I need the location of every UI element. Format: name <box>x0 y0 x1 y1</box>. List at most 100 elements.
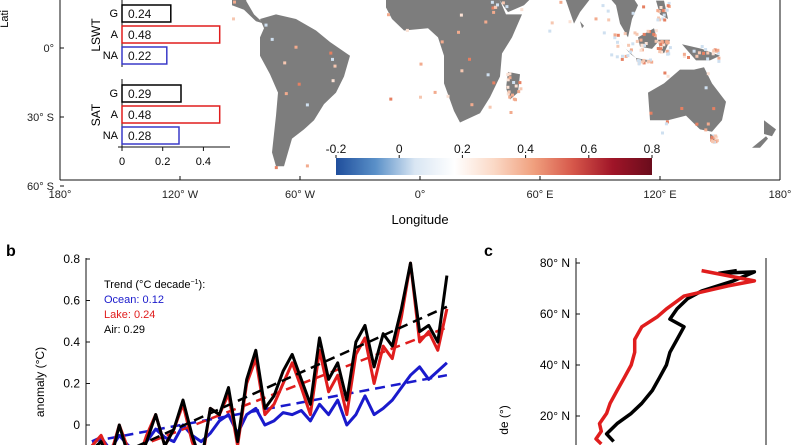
inset-category-label: A <box>111 109 119 121</box>
land-shape-17 <box>580 21 584 29</box>
map-x-ticks: 180° 120° W 60° W 0° 60° E 120° E 180° <box>49 176 792 201</box>
warm-dot <box>506 92 510 96</box>
warm-dot <box>712 49 716 53</box>
panel-b-y-tick-label: 0.4 <box>63 335 80 349</box>
warm-dot <box>713 136 717 140</box>
warm-dot <box>284 92 288 96</box>
warm-dot <box>602 31 606 35</box>
warm-dot <box>490 0 494 4</box>
warm-dot <box>702 51 705 55</box>
warm-dot <box>616 44 620 48</box>
warm-dot <box>714 134 718 138</box>
warm-dot <box>601 4 605 8</box>
warm-dot <box>514 98 517 102</box>
colorbar-tick-label: 0.4 <box>517 142 534 156</box>
warm-dot <box>656 9 660 13</box>
warm-dot <box>654 29 658 33</box>
inset-bar-charts: LSWT G 0.24 A 0.48 NA 0.22 SAT G 0.29 A 0.48 NA 0.28 0… <box>66 0 232 168</box>
warm-dot <box>501 1 505 5</box>
warm-dot <box>493 5 497 9</box>
warm-dot <box>704 48 708 51</box>
land-shape-2 <box>260 14 350 167</box>
land-shape-0 <box>219 0 264 24</box>
warm-dot <box>659 47 663 51</box>
warm-dot <box>714 140 718 144</box>
warm-dot <box>508 72 512 76</box>
warm-dot <box>294 45 298 49</box>
inset-bar <box>121 105 221 124</box>
warm-dot <box>305 164 309 168</box>
panel-c-y-tick-label: 20° N <box>540 409 570 423</box>
warm-dot <box>716 48 720 52</box>
warm-dot <box>616 33 620 37</box>
warm-dot <box>486 73 490 77</box>
warm-dot <box>419 62 423 66</box>
legend-air: Air: 0.29 <box>104 324 145 336</box>
warm-dot <box>641 60 645 64</box>
inset-bar <box>121 84 182 103</box>
panel-b-y-tick-label: 0.6 <box>63 294 80 308</box>
warm-dot <box>653 34 657 38</box>
warm-dot <box>656 18 660 22</box>
warm-dot <box>663 71 667 75</box>
warm-dot <box>440 40 444 44</box>
warm-dot <box>331 79 335 83</box>
warm-dot <box>621 54 624 58</box>
warm-dot <box>660 40 664 43</box>
warm-dot <box>506 85 510 89</box>
warm-dot <box>624 54 628 58</box>
legend-lake: Lake: 0.24 <box>104 309 155 321</box>
warm-dot <box>264 23 268 27</box>
warm-dot <box>637 62 641 66</box>
map-y-ticks: 0° 30° S 60° S <box>27 43 64 193</box>
panel-b-line-air <box>95 261 449 445</box>
warm-dot <box>446 94 450 98</box>
warm-dot <box>468 57 471 61</box>
warm-dot <box>704 128 708 132</box>
warm-dot <box>697 51 701 55</box>
warm-dot <box>692 49 696 53</box>
warm-dot <box>496 3 499 7</box>
map-x-tick-label: 180° <box>769 189 792 201</box>
warm-dot <box>649 58 652 62</box>
inset-group-label: SAT <box>89 103 103 126</box>
warm-dot <box>548 29 552 33</box>
warm-dot <box>682 54 686 58</box>
warm-dot <box>519 87 523 91</box>
warm-dot <box>509 111 513 114</box>
map-y-tick-label: 0° <box>43 43 54 55</box>
warm-dot <box>333 64 337 68</box>
warm-dot <box>331 57 334 61</box>
inset-x-tick-label: 0 <box>119 156 125 168</box>
warm-dot <box>717 59 721 63</box>
warm-dot <box>517 90 521 94</box>
inset-category-label: NA <box>103 50 119 62</box>
warm-dot <box>457 30 460 34</box>
warm-dot <box>635 32 639 36</box>
warm-dot <box>508 95 512 99</box>
warm-dot <box>594 17 598 21</box>
warm-dot <box>274 166 278 170</box>
warm-dot <box>659 6 663 9</box>
panel-c-y-ticks: 80° N 60° N 40° N 20° N <box>540 256 580 423</box>
warm-dot <box>649 111 653 115</box>
colorbar-tick-label: 0 <box>396 142 403 156</box>
warm-dot <box>505 5 509 9</box>
inset-bar <box>121 25 221 44</box>
panel-b: b anomaly (°C) 0.8 0.6 0.4 0.2 0 Trend (°C d… <box>6 243 449 445</box>
colorbar-tick-label: 0.2 <box>454 142 471 156</box>
panel-b-trend-air <box>136 305 448 445</box>
panel-c-series <box>594 268 757 445</box>
map-x-tick-label: 60° E <box>526 189 553 201</box>
inset-x-tick-label: 0.2 <box>155 156 170 168</box>
panel-b-line-ocean <box>91 361 448 445</box>
warm-dot <box>639 38 643 42</box>
warm-dot <box>716 51 720 55</box>
warm-dot <box>706 57 710 61</box>
warm-dot <box>706 51 710 55</box>
panel-c-y-axis-label: de (°) <box>497 405 511 434</box>
land-shape-3 <box>386 0 522 123</box>
warm-dot <box>656 47 660 50</box>
warm-dot <box>647 60 651 63</box>
